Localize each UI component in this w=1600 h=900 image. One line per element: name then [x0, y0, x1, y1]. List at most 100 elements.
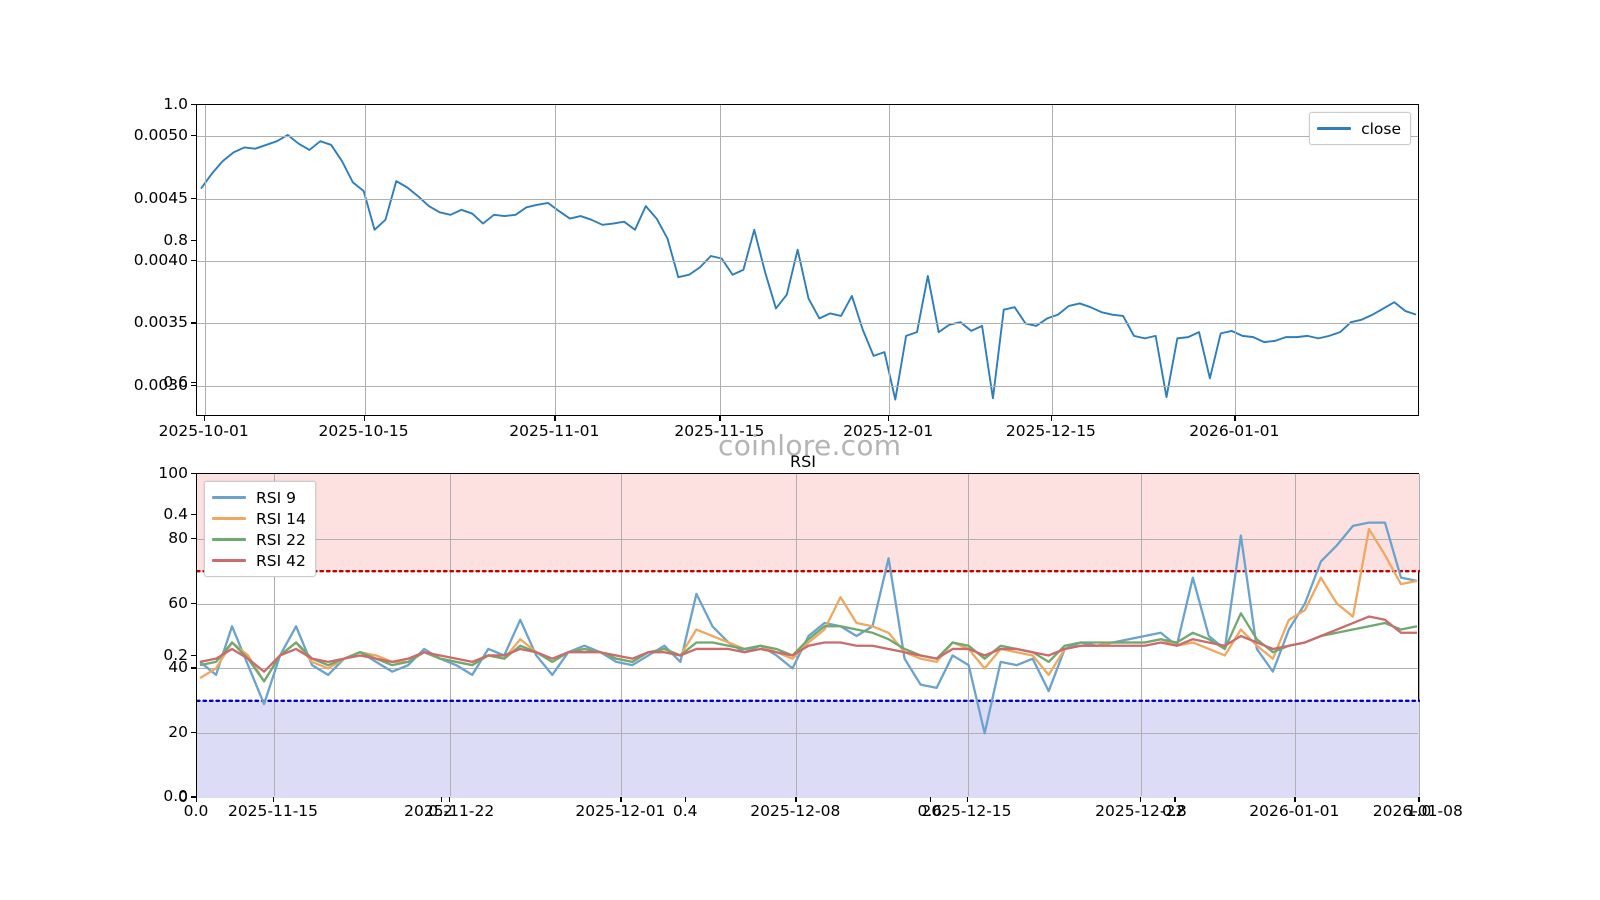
legend-item-rsi-14: RSI 14	[212, 508, 306, 529]
tick-mark	[191, 384, 196, 387]
price-y-tick-label: 0.0035	[133, 313, 188, 332]
tick-mark	[795, 797, 797, 802]
tick-mark	[929, 797, 932, 802]
rsi-y-tick-label: 20	[168, 723, 188, 742]
tick-mark	[191, 602, 196, 604]
rsi-line-plot	[197, 521, 1420, 735]
rsi-y-tick-label: 40	[168, 658, 188, 677]
tick-mark	[191, 382, 196, 384]
tick-mark	[203, 416, 205, 421]
legend-label-close: close	[1361, 119, 1401, 138]
gridline-vertical	[967, 474, 969, 796]
tick-mark	[191, 797, 196, 799]
gridline-vertical	[1051, 105, 1053, 415]
gridline-horizontal	[197, 538, 1418, 540]
close-price-line	[200, 134, 1417, 401]
tick-mark	[685, 797, 687, 802]
tick-mark	[191, 667, 196, 669]
price-x-tick-label: 2025-11-01	[509, 422, 600, 440]
legend-swatch-rsi-14	[212, 516, 246, 521]
rsi-y-tick-label: 100	[158, 464, 188, 482]
gridline-vertical	[204, 105, 206, 415]
gridline-horizontal	[197, 668, 1418, 670]
tick-mark	[191, 197, 196, 199]
price-y-overlay-tick-label: 1.0	[163, 95, 188, 113]
legend-item-rsi-9: RSI 9	[212, 487, 306, 508]
watermark: coinlore.com	[718, 429, 902, 462]
rsi-threshold-bands	[197, 474, 1420, 798]
tick-mark	[191, 260, 196, 262]
gridline-horizontal	[197, 385, 1418, 387]
gridline-vertical	[364, 105, 366, 415]
tick-mark	[888, 416, 890, 421]
tick-mark	[191, 796, 196, 798]
tick-mark	[1174, 797, 1176, 802]
price-chart-panel: close	[196, 104, 1419, 416]
rsi-x-tick-label: 2025-12-08	[750, 802, 841, 820]
gridline-vertical	[621, 474, 623, 796]
tick-mark	[449, 797, 451, 802]
rsi-x-overlay-tick-label: 0.2	[428, 802, 453, 820]
tick-mark	[191, 322, 196, 324]
rsi-x-tick-label: 2025-11-15	[227, 802, 319, 820]
rsi-x-tick-label: 2026-01-01	[1249, 802, 1340, 820]
gridline-vertical	[450, 474, 452, 796]
gridline-horizontal	[197, 603, 1418, 605]
tick-mark	[191, 537, 196, 540]
gridline-vertical	[1235, 105, 1237, 415]
legend-swatch-rsi-22	[212, 537, 246, 542]
gridline-vertical	[555, 105, 557, 415]
gridline-vertical	[274, 474, 275, 796]
rsi-line-rsi-14	[199, 527, 1418, 683]
rsi-x-overlay-tick-label: 0.0	[183, 802, 209, 820]
rsi-x-tick-label: 2026-01-08	[1372, 802, 1463, 820]
tick-mark	[1294, 797, 1296, 802]
overbought-band	[197, 474, 1420, 572]
tick-mark	[1050, 416, 1053, 421]
price-x-tick-label: 2025-10-15	[318, 422, 409, 440]
tick-mark	[191, 135, 196, 137]
tick-mark	[191, 514, 196, 516]
tick-mark	[196, 797, 198, 802]
legend-item-rsi-22: RSI 22	[212, 529, 306, 550]
rsi-y-overlay-tick-label: 0.2	[163, 646, 188, 664]
gridline-vertical	[889, 105, 891, 415]
price-y-tick-label: 0.0050	[133, 126, 188, 145]
rsi-x-tick-label: 2025-12-01	[575, 802, 666, 820]
legend-label: RSI 22	[256, 530, 306, 549]
tick-mark	[1234, 416, 1236, 421]
rsi-x-overlay-tick-label: 0.8	[1162, 802, 1187, 820]
oversold-band	[197, 700, 1420, 798]
legend-label: RSI 42	[256, 551, 306, 570]
tick-mark	[273, 797, 275, 802]
rsi-line-rsi-9	[199, 521, 1418, 735]
gridline-vertical	[1418, 474, 1420, 796]
price-x-tick-label: 2025-10-01	[158, 422, 249, 440]
price-x-tick-label: 2025-12-01	[843, 422, 934, 440]
tick-mark	[191, 473, 196, 475]
rsi-x-overlay-tick-label: 0.6	[917, 802, 943, 820]
tick-mark	[719, 416, 721, 421]
rsi-y-tick-label: 80	[168, 528, 188, 547]
tick-mark	[191, 655, 196, 657]
tick-mark	[191, 104, 196, 106]
rsi-line-rsi-42	[199, 615, 1417, 673]
rsi-y-tick-label: 0	[178, 788, 188, 806]
legend-swatch-close	[1317, 126, 1352, 131]
rsi-x-overlay-tick-label: 0.4	[672, 802, 698, 820]
rsi-x-tick-label: 2025-12-22	[1095, 802, 1186, 820]
tick-mark	[1419, 797, 1421, 802]
gridline-horizontal	[197, 198, 1418, 200]
rsi-chart-title: RSI	[790, 452, 816, 471]
rsi-line-rsi-22	[199, 612, 1418, 683]
gridline-horizontal	[197, 261, 1418, 262]
price-legend: close	[1309, 112, 1411, 145]
gridline-horizontal	[197, 136, 1418, 138]
gridline-horizontal	[197, 323, 1418, 325]
rsi-legend: RSI 9 RSI 14 RSI 22 RSI 42	[204, 481, 316, 577]
tick-mark	[363, 416, 365, 421]
tick-mark	[620, 797, 622, 802]
legend-label: RSI 14	[256, 509, 306, 528]
gridline-vertical	[796, 474, 798, 796]
